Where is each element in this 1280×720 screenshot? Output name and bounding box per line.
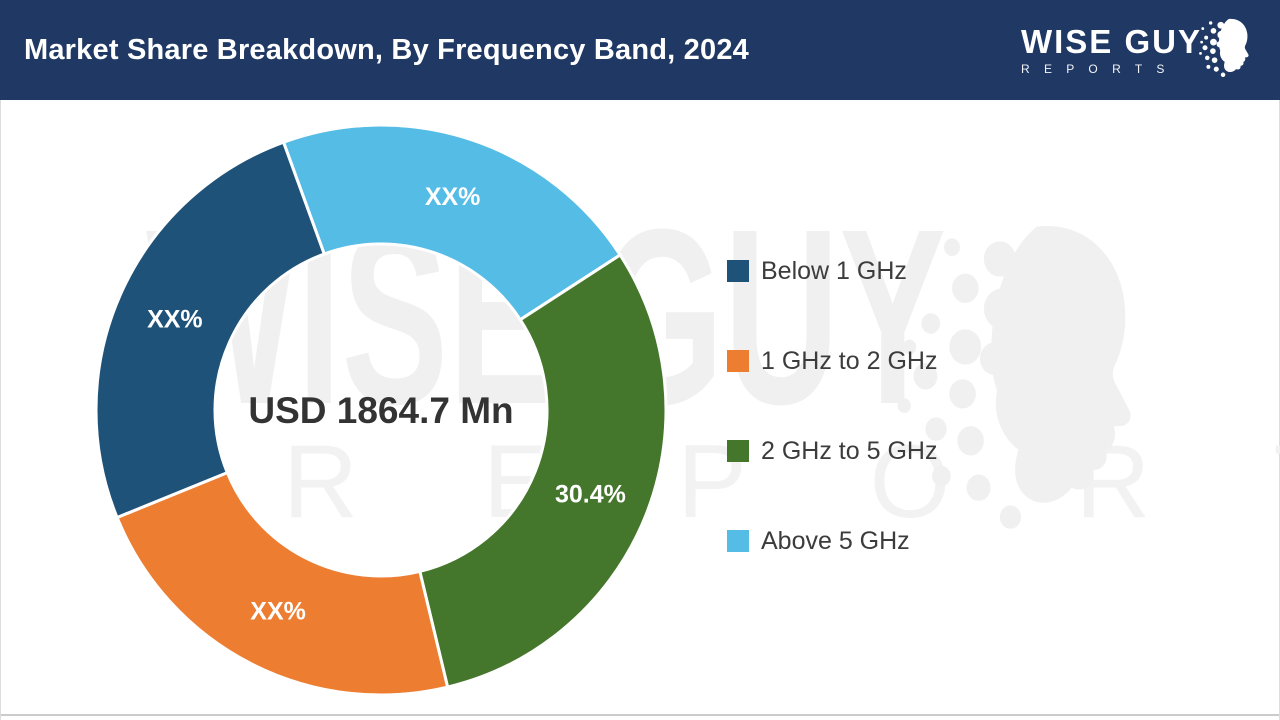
legend-swatch-below-1-ghz [727, 260, 749, 282]
segment-value-label: XX% [425, 183, 481, 211]
segment-value-label: 30.4% [555, 481, 626, 509]
legend-swatch-above-5-ghz [727, 530, 749, 552]
legend-label: Below 1 GHz [761, 256, 907, 285]
footer-divider [1, 714, 1279, 716]
header-bar: Market Share Breakdown, By Frequency Ban… [0, 0, 1280, 100]
legend-item-2-ghz-to-5-ghz: 2 GHz to 5 GHz [727, 435, 937, 467]
watermark-face-icon [897, 226, 1131, 529]
wise-guy-reports-logo: WISE GUY R E P O R T S [1021, 14, 1258, 86]
chart-area: WISE GUY R E P O R T S XX%30.4%XX%XX%USD… [0, 100, 1280, 720]
logo-face-icon [1199, 18, 1249, 78]
donut-center-value: USD 1864.7 Mn [248, 390, 513, 431]
donut-segment-2-ghz-to-5-ghz [417, 252, 668, 689]
logo-wordmark: WISE GUY [1020, 22, 1202, 60]
legend-label: 2 GHz to 5 GHz [761, 436, 938, 465]
legend-swatch-1-ghz-to-2-ghz [727, 350, 749, 372]
donut-segment-below-1-ghz [94, 140, 327, 520]
donut-segment-1-ghz-to-2-ghz [115, 470, 450, 697]
segment-value-label: XX% [250, 598, 306, 626]
legend-item-above-5-ghz: Above 5 GHz [727, 525, 910, 557]
logo-text: WISE GUY R E P O R T S [1021, 25, 1202, 76]
logo-subtitle: R E P O R T S [1020, 61, 1170, 76]
legend-label: 1 GHz to 2 GHz [761, 346, 938, 375]
donut-segment-above-5-ghz [281, 123, 623, 322]
legend-item-1-ghz-to-2-ghz: 1 GHz to 2 GHz [727, 345, 937, 377]
legend-swatch-2-ghz-to-5-ghz [727, 440, 749, 462]
page-title: Market Share Breakdown, By Frequency Ban… [24, 33, 749, 66]
watermark-subtitle: R E P O R T S [283, 424, 1280, 540]
donut-chart: XX% 30.4% XX% XX% USD 1864.7 Mn [94, 123, 668, 697]
legend-label: Above 5 GHz [761, 526, 910, 555]
legend-item-below-1-ghz: Below 1 GHz [727, 255, 907, 287]
segment-value-label: XX% [147, 306, 203, 334]
